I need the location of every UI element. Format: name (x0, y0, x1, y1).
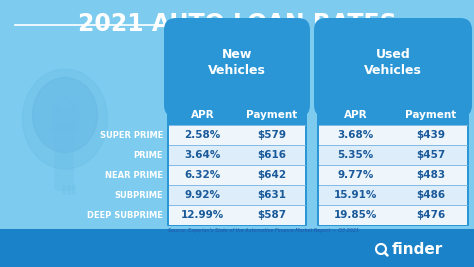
Text: 9.92%: 9.92% (184, 190, 220, 200)
FancyBboxPatch shape (319, 166, 467, 184)
Text: $476: $476 (416, 210, 445, 220)
Text: New
Vehicles: New Vehicles (208, 48, 266, 77)
Text: Used
Vehicles: Used Vehicles (364, 48, 422, 77)
Text: Payment: Payment (405, 110, 456, 120)
FancyBboxPatch shape (169, 125, 305, 144)
Text: $579: $579 (257, 130, 286, 140)
Text: $587: $587 (257, 210, 286, 220)
FancyBboxPatch shape (67, 185, 71, 195)
Text: 19.85%: 19.85% (334, 210, 377, 220)
FancyBboxPatch shape (169, 206, 305, 225)
Text: 3.64%: 3.64% (184, 150, 221, 160)
Text: $642: $642 (257, 170, 286, 180)
Text: PRIME: PRIME (134, 151, 163, 159)
FancyBboxPatch shape (169, 186, 305, 205)
Ellipse shape (33, 77, 98, 152)
Text: 9.77%: 9.77% (337, 170, 374, 180)
Text: $616: $616 (257, 150, 286, 160)
FancyBboxPatch shape (314, 18, 472, 117)
Text: $483: $483 (416, 170, 445, 180)
FancyBboxPatch shape (72, 185, 76, 195)
Text: 6.32%: 6.32% (184, 170, 220, 180)
Text: SUPER PRIME: SUPER PRIME (100, 131, 163, 139)
FancyBboxPatch shape (0, 229, 474, 267)
Text: DEEP SUBPRIME: DEEP SUBPRIME (87, 210, 163, 219)
FancyBboxPatch shape (319, 125, 467, 144)
Text: APR: APR (191, 110, 214, 120)
FancyBboxPatch shape (167, 104, 307, 226)
FancyBboxPatch shape (54, 123, 74, 191)
Text: 2.58%: 2.58% (184, 130, 220, 140)
FancyBboxPatch shape (62, 185, 66, 195)
Text: $457: $457 (416, 150, 445, 160)
Ellipse shape (22, 69, 108, 169)
Text: $631: $631 (257, 190, 286, 200)
Text: Payment: Payment (246, 110, 297, 120)
Text: Source: Experian's State of the Automotive Finance Market Report — Q3 2021: Source: Experian's State of the Automoti… (168, 228, 359, 233)
FancyBboxPatch shape (164, 18, 310, 117)
Text: 3.68%: 3.68% (337, 130, 374, 140)
FancyBboxPatch shape (365, 235, 466, 263)
Text: SUBPRIME: SUBPRIME (114, 190, 163, 199)
FancyBboxPatch shape (169, 146, 305, 164)
FancyBboxPatch shape (319, 146, 467, 164)
FancyBboxPatch shape (317, 104, 469, 226)
Text: $439: $439 (416, 130, 445, 140)
FancyBboxPatch shape (51, 107, 79, 131)
Text: APR: APR (344, 110, 367, 120)
Text: 15.91%: 15.91% (334, 190, 377, 200)
Text: 2021 AUTO LOAN RATES: 2021 AUTO LOAN RATES (78, 12, 396, 36)
Text: NEAR PRIME: NEAR PRIME (105, 171, 163, 179)
FancyBboxPatch shape (319, 186, 467, 205)
Text: 12.99%: 12.99% (181, 210, 224, 220)
FancyBboxPatch shape (169, 166, 305, 184)
FancyBboxPatch shape (319, 206, 467, 225)
Text: finder: finder (392, 241, 443, 257)
Text: 5.35%: 5.35% (337, 150, 374, 160)
Text: $486: $486 (416, 190, 445, 200)
